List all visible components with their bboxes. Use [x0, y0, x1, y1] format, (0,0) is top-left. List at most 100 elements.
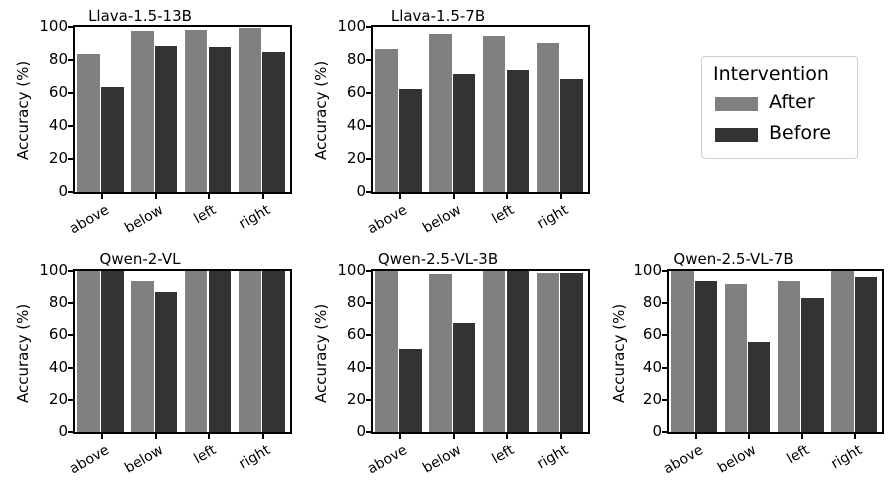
x-tick-label-left: left	[784, 442, 813, 468]
bar-right-after	[238, 27, 262, 192]
y-tick-mark	[68, 158, 74, 160]
y-tick-label: 100	[337, 261, 366, 279]
y-tick-label: 100	[39, 261, 68, 279]
y-tick-mark	[366, 26, 372, 28]
y-tick-mark	[662, 270, 668, 272]
y-tick-label: 80	[346, 293, 366, 312]
bars-container	[75, 27, 290, 192]
y-tick-label: 0	[356, 422, 366, 440]
x-tick-label-below: below	[419, 442, 464, 477]
bar-right-before	[262, 271, 285, 432]
y-tick-label: 40	[642, 357, 662, 376]
x-tick-label-right: right	[236, 442, 274, 473]
y-tick-label: 20	[346, 389, 366, 408]
y-tick-label: 0	[356, 182, 366, 200]
bar-left-before	[506, 69, 530, 192]
y-tick-label: 100	[39, 17, 68, 35]
bar-above-after	[77, 271, 100, 432]
y-tick-label: 100	[633, 261, 662, 279]
y-tick-mark	[662, 302, 668, 305]
bars-container	[373, 27, 588, 192]
legend-label-after: After	[769, 91, 815, 113]
y-tick-mark	[68, 59, 74, 61]
x-tick-mark	[747, 433, 750, 439]
x-tick-mark	[801, 433, 804, 439]
y-tick-label: 60	[642, 325, 662, 344]
y-tick-mark	[366, 270, 372, 272]
x-tick-mark	[854, 433, 857, 439]
x-tick-mark	[506, 193, 509, 199]
y-tick-mark	[68, 92, 74, 94]
y-axis-label: Accuracy (%)	[312, 60, 330, 160]
y-tick-mark	[366, 398, 372, 401]
y-tick-label: 80	[642, 293, 662, 312]
y-tick-mark	[366, 92, 372, 94]
y-tick-mark	[366, 334, 372, 337]
bar-below-before	[452, 323, 476, 432]
bar-below-after	[131, 31, 154, 192]
bar-below-after	[429, 34, 452, 192]
x-tick-mark	[154, 193, 157, 199]
y-tick-label: 100	[337, 17, 366, 35]
y-axis-label: Accuracy (%)	[14, 60, 32, 160]
y-tick-label: 20	[346, 149, 366, 167]
y-tick-label: 60	[346, 83, 366, 101]
y-tick-mark	[366, 366, 372, 369]
bar-right-before	[854, 277, 877, 432]
bar-right-after	[536, 42, 560, 192]
bar-below-after	[131, 280, 154, 432]
bar-above-before	[101, 87, 124, 192]
x-tick-label-left: left	[191, 202, 220, 228]
y-tick-mark	[662, 334, 668, 337]
bar-left-after	[184, 30, 208, 192]
bar-right-before	[262, 51, 285, 192]
panel-title: Llava-1.5-7B	[390, 7, 486, 25]
y-axis-label: Accuracy (%)	[610, 303, 628, 403]
x-tick-label-left: left	[489, 202, 518, 228]
y-tick-mark	[662, 398, 668, 401]
bars-container	[373, 271, 588, 432]
legend: Intervention After Before	[701, 56, 858, 159]
plot-area	[667, 269, 884, 434]
x-tick-mark	[452, 193, 455, 199]
y-tick-label: 80	[346, 50, 366, 68]
panel-title: Llava-1.5-13B	[88, 7, 192, 25]
y-tick-label: 0	[652, 422, 662, 440]
bar-above-after	[77, 54, 100, 192]
bar-below-after	[724, 283, 747, 432]
y-tick-mark	[68, 270, 74, 272]
y-tick-label: 40	[48, 116, 68, 134]
bar-left-before	[208, 46, 232, 192]
y-tick-label: 80	[48, 50, 68, 68]
y-tick-mark	[662, 431, 668, 433]
bars-container	[75, 271, 290, 432]
x-tick-label-below: below	[419, 202, 464, 237]
plot-area	[73, 25, 292, 194]
y-tick-mark	[68, 431, 74, 433]
y-tick-label: 20	[48, 149, 68, 167]
x-tick-mark	[100, 193, 103, 199]
legend-label-before: Before	[769, 122, 832, 144]
y-axis-label: Accuracy (%)	[14, 303, 32, 403]
y-tick-label: 20	[642, 389, 662, 408]
panel-title: Qwen-2.5-VL-7B	[673, 250, 794, 268]
y-tick-mark	[366, 191, 372, 193]
bar-below-before	[154, 291, 178, 432]
panel-qwen-2-5-vl-7b: Qwen-2.5-VL-7B Accuracy (%) 0 20 40 60 80 100…	[596, 243, 889, 484]
bar-above-before	[101, 271, 124, 432]
legend-title: Intervention	[713, 63, 829, 85]
bar-below-after	[429, 274, 452, 432]
bars-container	[669, 271, 882, 432]
y-tick-label: 40	[346, 357, 366, 376]
x-tick-mark	[208, 193, 211, 199]
panel-qwen-2-vl: Qwen-2-VL Accuracy (%) 0 20 40 60 80 100 abov…	[0, 243, 300, 484]
bar-below-before	[452, 74, 476, 192]
x-tick-label-left: left	[191, 442, 220, 468]
x-tick-label-right: right	[534, 202, 572, 233]
bar-right-before	[560, 272, 583, 432]
x-tick-mark	[560, 193, 563, 199]
bar-left-after	[777, 280, 801, 432]
bar-left-before	[506, 271, 530, 432]
bar-above-before	[694, 280, 718, 432]
y-tick-mark	[68, 398, 74, 401]
